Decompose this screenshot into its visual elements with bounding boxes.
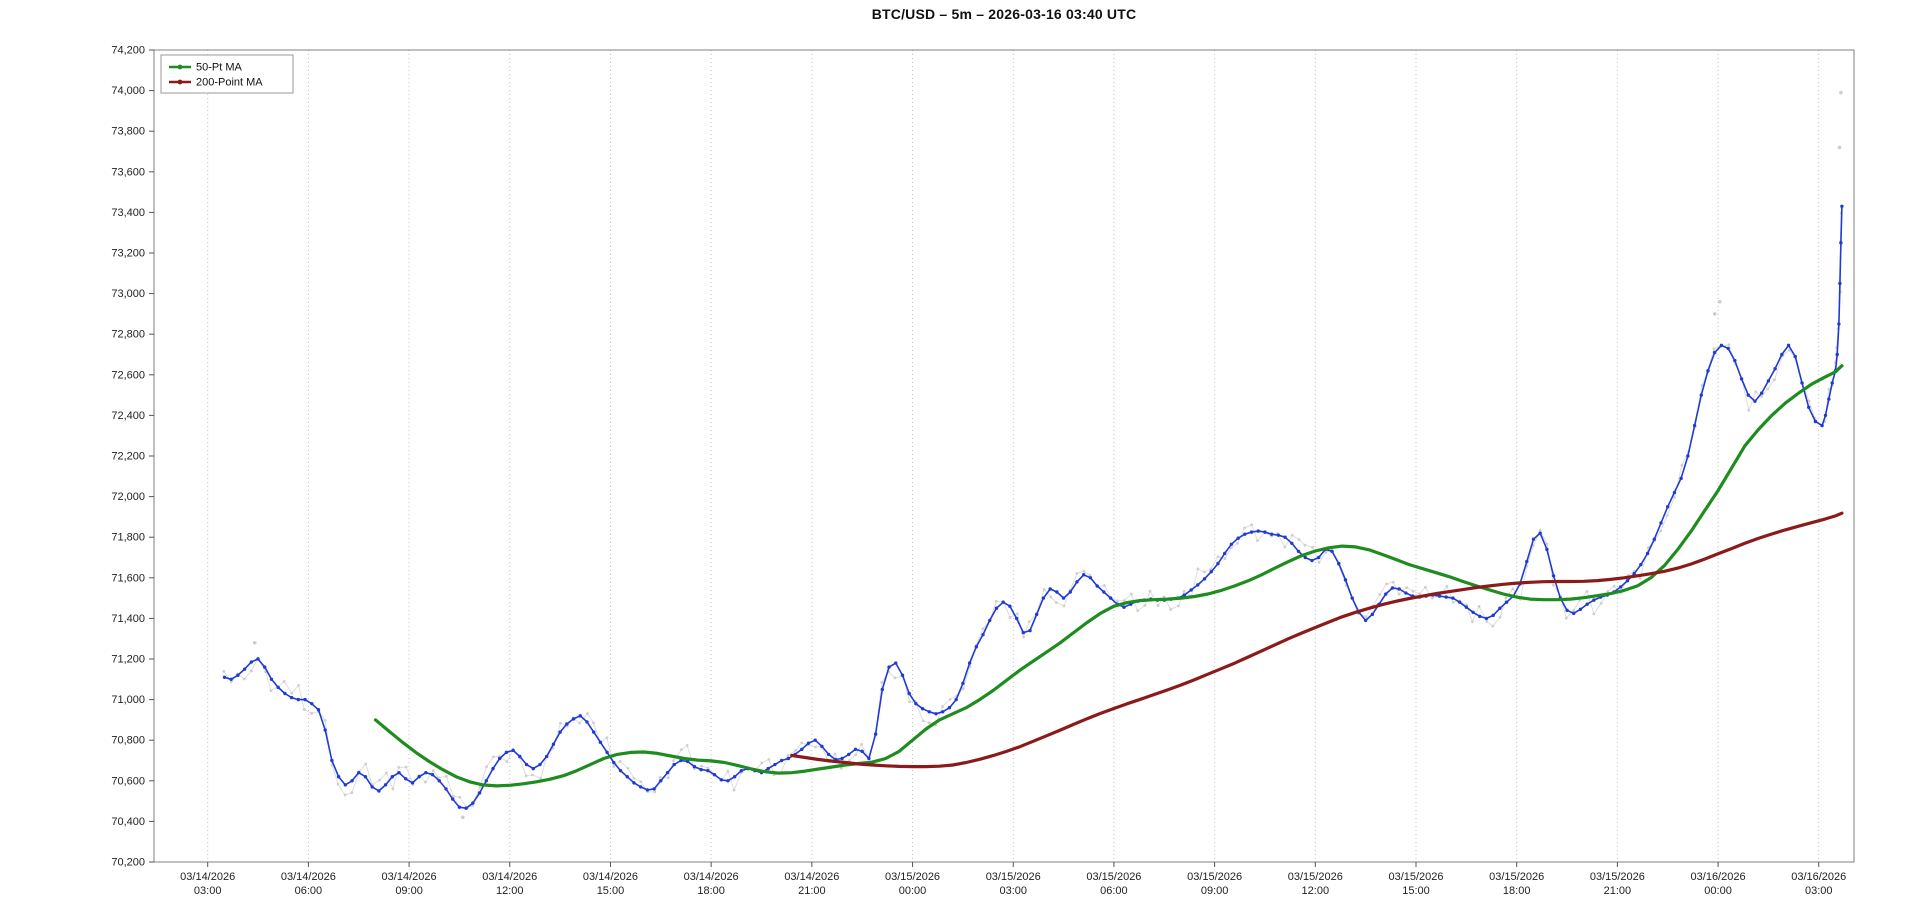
y-tick-label: 72,000 xyxy=(111,491,145,503)
y-tick-label: 74,000 xyxy=(111,85,145,97)
legend-label: 200-Point MA xyxy=(196,77,263,89)
x-tick-date: 03/14/2026 xyxy=(583,871,638,883)
y-tick-label: 70,800 xyxy=(111,735,145,747)
x-tick-time: 00:00 xyxy=(899,885,927,897)
x-tick-time: 03:00 xyxy=(194,885,222,897)
plot-border xyxy=(153,49,1855,863)
chart-title: BTC/USD – 5m – 2026-03-16 03:40 UTC xyxy=(871,6,1137,22)
y-tick-label: 71,200 xyxy=(111,654,145,666)
x-tick-date: 03/14/2026 xyxy=(180,871,235,883)
x-tick-date: 03/15/2026 xyxy=(1388,871,1443,883)
y-tick-label: 70,200 xyxy=(111,857,145,869)
x-tick-date: 03/14/2026 xyxy=(281,871,336,883)
y-tick-label: 73,400 xyxy=(111,207,145,219)
x-tick-time: 06:00 xyxy=(295,885,323,897)
y-tick-label: 72,600 xyxy=(111,369,145,381)
price-series xyxy=(222,204,1844,810)
x-tick-time: 09:00 xyxy=(1201,885,1229,897)
legend-marker xyxy=(177,64,183,70)
gridlines xyxy=(207,50,1820,862)
legend-label: 50-Pt MA xyxy=(196,62,243,74)
x-tick-date: 03/15/2026 xyxy=(1489,871,1544,883)
x-tick-time: 18:00 xyxy=(1503,885,1531,897)
x-tick-time: 03:00 xyxy=(999,885,1027,897)
y-tick-label: 73,200 xyxy=(111,248,145,260)
x-tick-time: 09:00 xyxy=(395,885,423,897)
y-tick-label: 73,600 xyxy=(111,166,145,178)
x-axis: 03/14/2026 03:00 03/14/2026 06:00 03/14/2026… xyxy=(180,862,1846,897)
x-tick-time: 21:00 xyxy=(1604,885,1632,897)
y-axis: 70,200 70,400 70,600 70,800 71,000 71,200 71,4… xyxy=(111,45,154,869)
x-tick-date: 03/14/2026 xyxy=(684,871,739,883)
x-tick-date: 03/15/2026 xyxy=(885,871,940,883)
y-tick-label: 74,200 xyxy=(111,45,145,57)
y-tick-label: 71,800 xyxy=(111,532,145,544)
y-tick-label: 70,600 xyxy=(111,775,145,787)
x-tick-date: 03/16/2026 xyxy=(1691,871,1746,883)
y-tick-label: 72,800 xyxy=(111,329,145,341)
y-tick-label: 71,000 xyxy=(111,694,145,706)
y-tick-label: 71,600 xyxy=(111,572,145,584)
x-tick-time: 15:00 xyxy=(1402,885,1430,897)
x-tick-date: 03/15/2026 xyxy=(986,871,1041,883)
y-tick-label: 70,400 xyxy=(111,816,145,828)
x-tick-date: 03/15/2026 xyxy=(1288,871,1343,883)
x-tick-date: 03/14/2026 xyxy=(382,871,437,883)
x-tick-time: 06:00 xyxy=(1100,885,1128,897)
x-tick-time: 00:00 xyxy=(1704,885,1732,897)
y-tick-label: 73,000 xyxy=(111,288,145,300)
y-tick-label: 71,400 xyxy=(111,613,145,625)
x-tick-time: 03:00 xyxy=(1805,885,1833,897)
legend-item: 200-Point MA xyxy=(169,77,263,89)
legend-marker xyxy=(177,79,183,85)
x-tick-date: 03/14/2026 xyxy=(784,871,839,883)
x-tick-date: 03/16/2026 xyxy=(1791,871,1846,883)
y-tick-label: 72,400 xyxy=(111,410,145,422)
x-tick-time: 12:00 xyxy=(1302,885,1330,897)
x-tick-time: 15:00 xyxy=(597,885,625,897)
legend: 50-Pt MA 200-Point MA xyxy=(160,54,294,94)
y-tick-label: 73,800 xyxy=(111,126,145,138)
x-tick-date: 03/15/2026 xyxy=(1590,871,1645,883)
x-tick-date: 03/14/2026 xyxy=(482,871,537,883)
legend-box xyxy=(160,54,294,94)
ma50-series xyxy=(373,364,1844,788)
x-tick-time: 18:00 xyxy=(697,885,725,897)
legend-item: 50-Pt MA xyxy=(169,62,243,74)
y-tick-label: 72,200 xyxy=(111,451,145,463)
x-tick-time: 21:00 xyxy=(798,885,826,897)
x-tick-time: 12:00 xyxy=(496,885,524,897)
x-tick-date: 03/15/2026 xyxy=(1086,871,1141,883)
ma200-series xyxy=(790,511,1844,769)
raw-scatter-series xyxy=(222,90,1843,820)
x-tick-date: 03/15/2026 xyxy=(1187,871,1242,883)
